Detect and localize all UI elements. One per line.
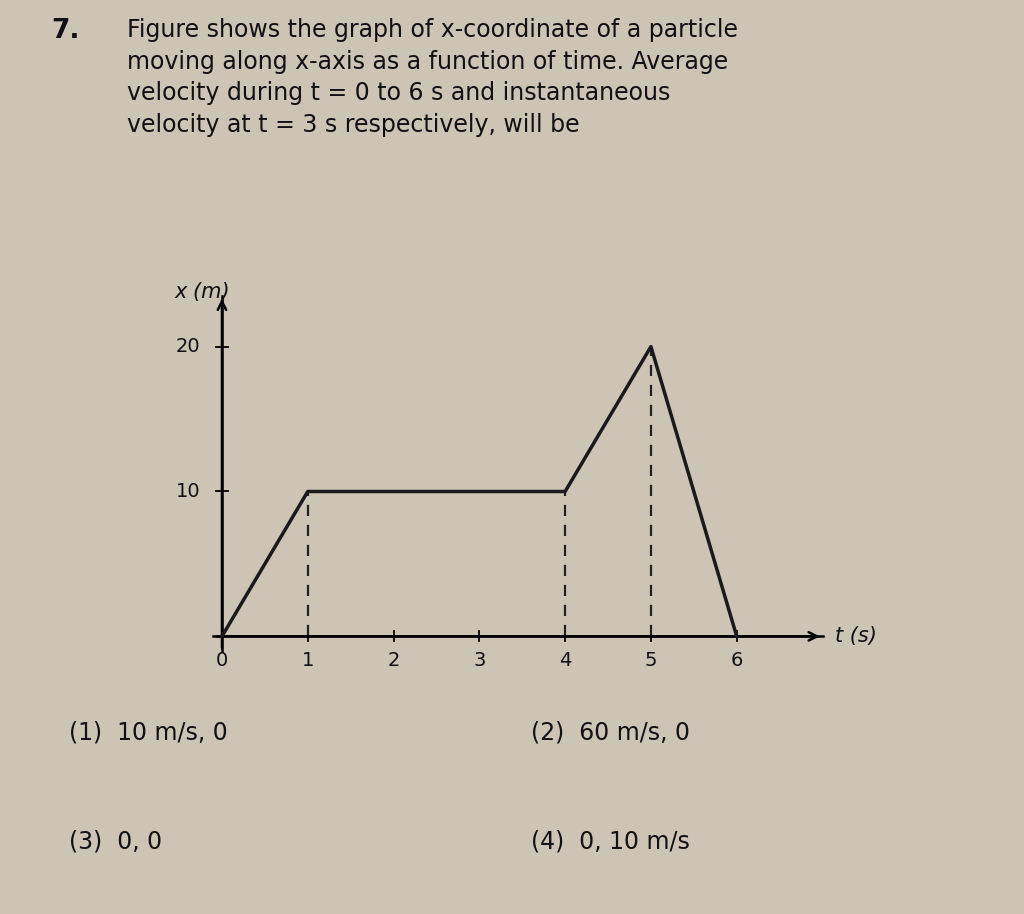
- Text: t (s): t (s): [836, 626, 878, 646]
- Text: 0: 0: [216, 651, 228, 670]
- Text: 7.: 7.: [51, 18, 80, 44]
- Text: 20: 20: [176, 337, 201, 356]
- Text: (4)  0, 10 m/s: (4) 0, 10 m/s: [531, 830, 690, 854]
- Text: (1)  10 m/s, 0: (1) 10 m/s, 0: [70, 720, 228, 744]
- Text: x (m): x (m): [175, 282, 230, 302]
- Text: (2)  60 m/s, 0: (2) 60 m/s, 0: [531, 720, 690, 744]
- Text: 5: 5: [645, 651, 657, 670]
- Text: Figure shows the graph of x-coordinate of a particle
moving along x-axis as a fu: Figure shows the graph of x-coordinate o…: [127, 18, 737, 137]
- Text: 3: 3: [473, 651, 485, 670]
- Text: 1: 1: [301, 651, 314, 670]
- Text: 10: 10: [176, 482, 201, 501]
- Text: 6: 6: [730, 651, 743, 670]
- Text: 2: 2: [387, 651, 399, 670]
- Text: 4: 4: [559, 651, 571, 670]
- Text: (3)  0, 0: (3) 0, 0: [70, 830, 163, 854]
